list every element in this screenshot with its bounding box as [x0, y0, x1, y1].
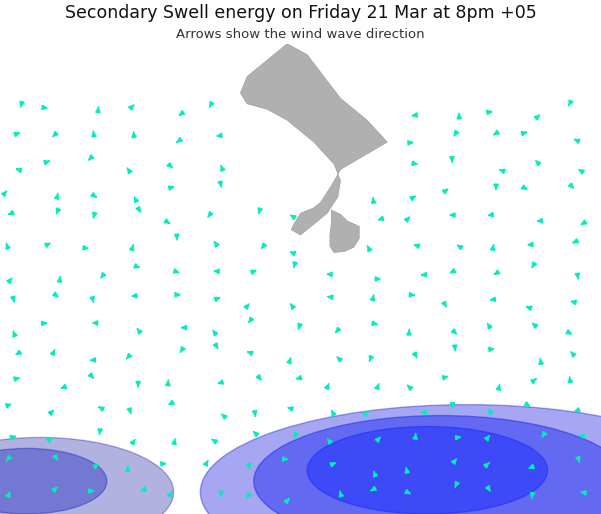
Ellipse shape	[200, 405, 601, 514]
Polygon shape	[240, 44, 387, 235]
Text: Secondary Swell energy on Friday 21 Mar at 8pm +05: Secondary Swell energy on Friday 21 Mar …	[65, 4, 536, 22]
Polygon shape	[330, 210, 359, 252]
Text: Arrows show the wind wave direction: Arrows show the wind wave direction	[176, 28, 425, 41]
Ellipse shape	[254, 415, 601, 514]
Ellipse shape	[307, 427, 548, 514]
Ellipse shape	[0, 437, 174, 514]
Ellipse shape	[0, 448, 107, 514]
